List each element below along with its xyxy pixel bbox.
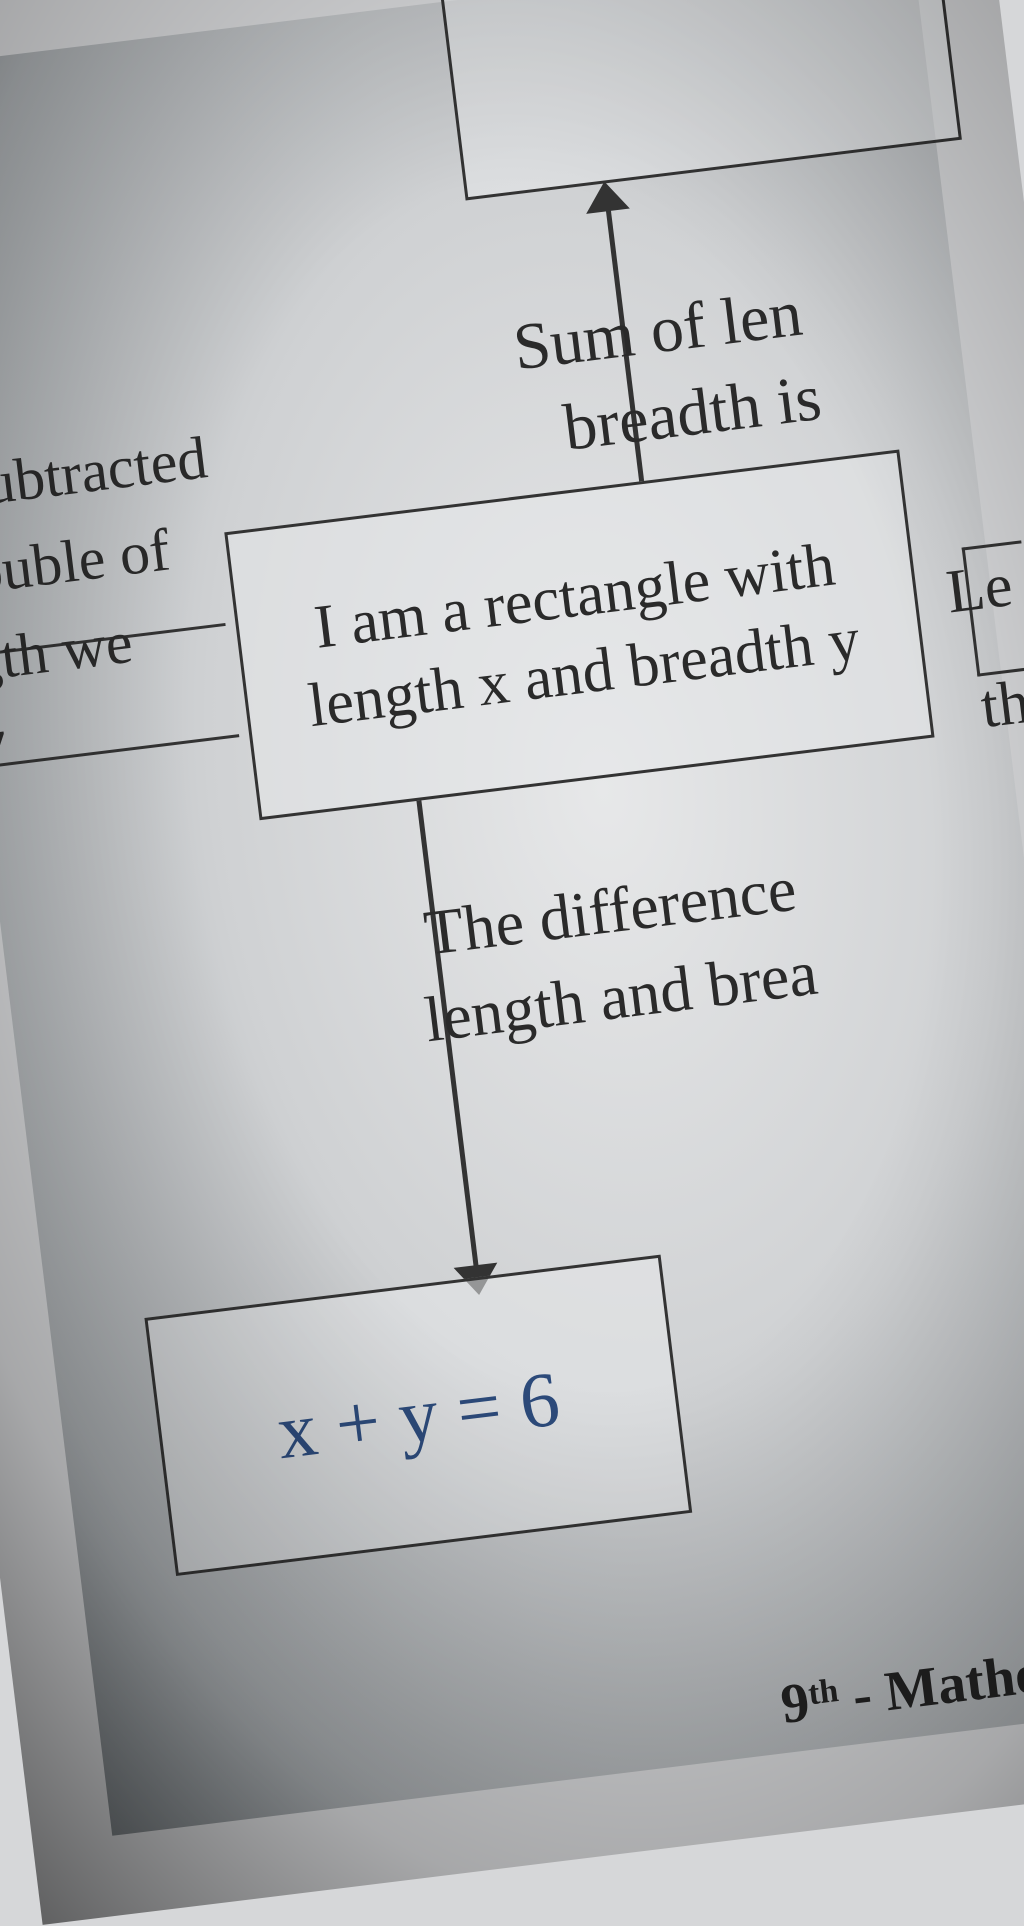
label-right-line1: Le (940, 527, 1022, 652)
center-rectangle-text: I am a rectangle with length x and bread… (253, 519, 905, 751)
page-footer: 9ᵗʰ - Mathe (777, 1642, 1024, 1737)
label-top: Sum of len breadth is (509, 270, 826, 477)
page-surface: I am a rectangle with length x and bread… (0, 0, 1024, 1836)
top-result-box (434, 0, 962, 201)
label-bottom: The difference length and brea (419, 844, 822, 1062)
bottom-answer-text: x + y = 6 (272, 1353, 564, 1477)
center-rectangle-box: I am a rectangle with length x and bread… (224, 450, 934, 821)
bottom-answer-box: x + y = 6 (144, 1255, 692, 1576)
arrow-up-head (583, 179, 630, 214)
label-right-line2: th (974, 644, 1024, 767)
label-left: is subtracted n double of length we et 2… (0, 414, 244, 802)
label-left-line4: et 27 (0, 679, 244, 808)
label-right: Le th (940, 527, 1024, 769)
